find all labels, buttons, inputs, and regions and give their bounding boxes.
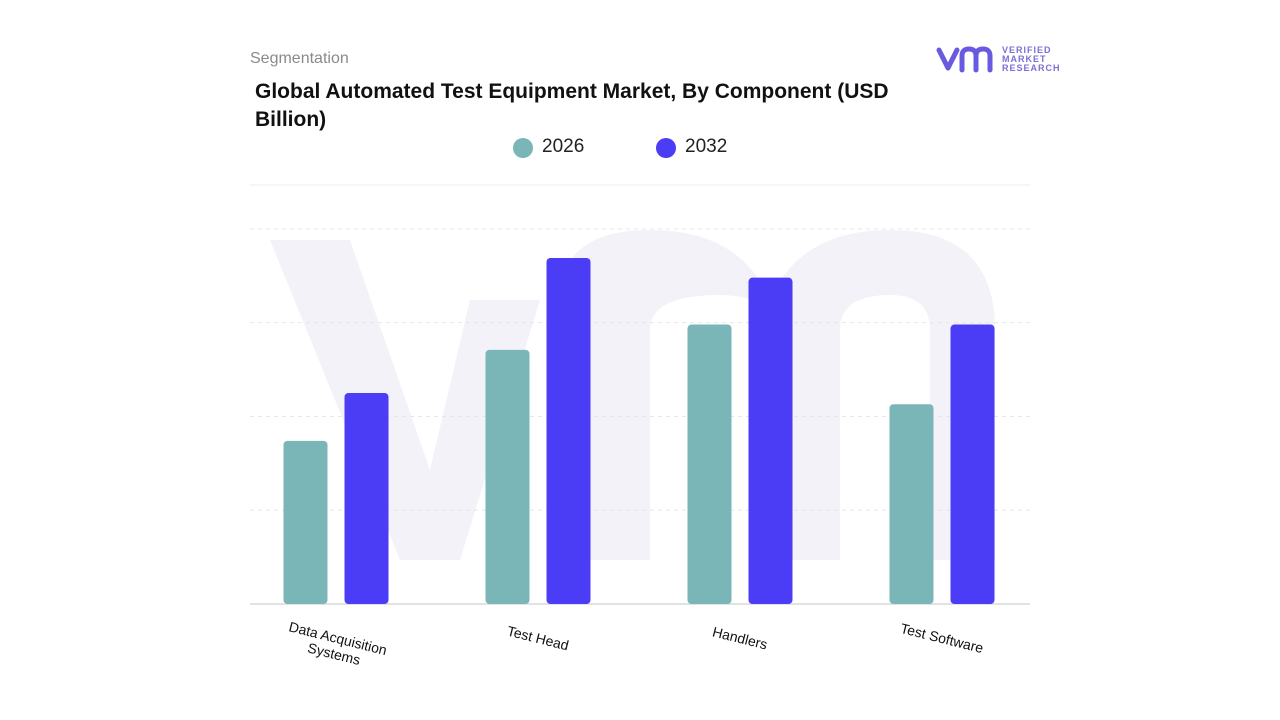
bar: [485, 349, 530, 604]
legend-swatch: [656, 138, 676, 158]
logo-m: [959, 46, 993, 73]
legend-label: 2026: [542, 136, 585, 157]
bar: [950, 324, 995, 604]
logo-text: VERIFIED MARKET RESEARCH: [1002, 46, 1061, 73]
bar: [889, 404, 934, 604]
legend-swatch: [513, 138, 533, 158]
bar: [283, 440, 328, 604]
bar: [687, 324, 732, 604]
bar: [748, 277, 793, 604]
subtitle: Segmentation: [250, 50, 349, 67]
legend-label: 2032: [685, 136, 728, 157]
logo-v: [936, 47, 960, 71]
bar: [546, 257, 591, 604]
watermark-shape: [270, 240, 540, 560]
logo-line: VERIFIED: [1002, 45, 1052, 55]
logo-mark: [936, 46, 993, 73]
chart-title: Global Automated Test Equipment Market, …: [255, 80, 889, 131]
logo-line: RESEARCH: [1002, 63, 1061, 73]
bar: [344, 393, 389, 604]
logo-line: MARKET: [1002, 54, 1047, 64]
